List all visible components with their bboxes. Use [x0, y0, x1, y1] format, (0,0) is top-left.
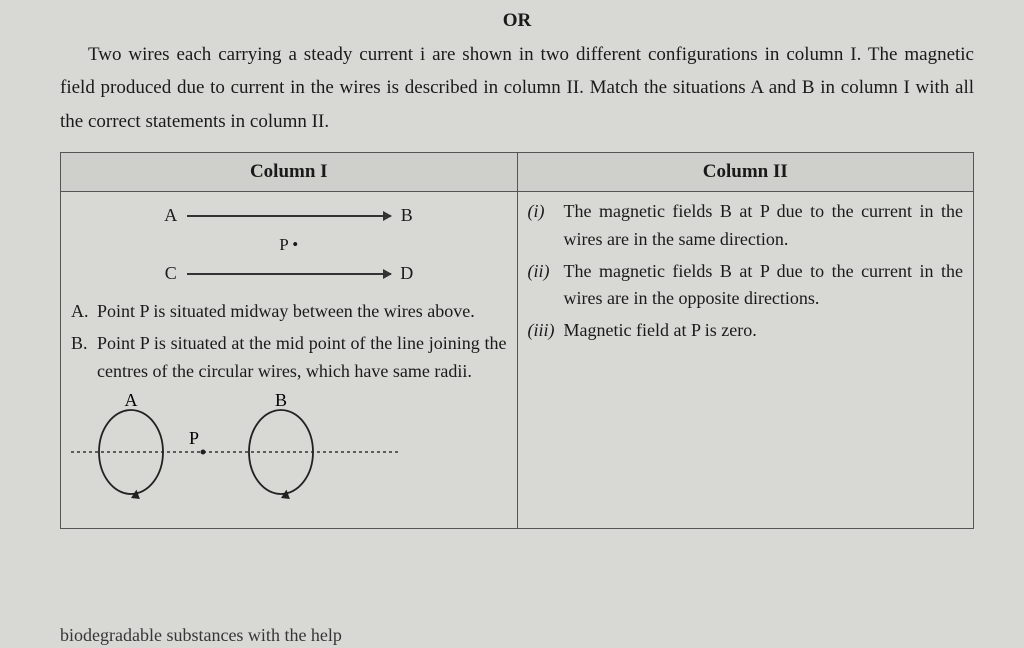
item-iii-text: Magnetic field at P is zero.	[564, 317, 964, 345]
wire-CD-arrow	[187, 273, 391, 275]
intro-paragraph: Two wires each carrying a steady current…	[60, 38, 974, 138]
column1-cell: A B P • C D A. Point P is situ	[61, 191, 518, 529]
loop-A-arrow-icon	[129, 489, 140, 501]
fig1-label-C: C	[159, 260, 183, 288]
item-i-num: (i)	[528, 198, 564, 254]
fig1-label-D: D	[395, 260, 419, 288]
cutoff-text: biodegradable substances with the help	[60, 625, 974, 646]
column1-header: Column I	[61, 152, 518, 191]
column1-item-A: A. Point P is situated midway between th…	[71, 298, 507, 326]
fig2-label-B: B	[275, 392, 287, 410]
fig2-point-P-dot	[201, 449, 206, 454]
fig1-point-P: P •	[159, 230, 419, 260]
item-i-text: The magnetic fields B at P due to the cu…	[564, 198, 964, 254]
circular-loops-figure: A B P	[71, 392, 411, 521]
column2-item-ii: (ii) The magnetic fields B at P due to t…	[528, 258, 964, 314]
item-ii-text: The magnetic fields B at P due to the cu…	[564, 258, 964, 314]
column2-item-iii: (iii) Magnetic field at P is zero.	[528, 317, 964, 345]
page-root: OR Two wires each carrying a steady curr…	[0, 0, 1024, 648]
column2-item-i: (i) The magnetic fields B at P due to th…	[528, 198, 964, 254]
item-B-letter: B.	[71, 330, 97, 386]
item-B-text: Point P is situated at the mid point of …	[97, 330, 507, 386]
item-iii-num: (iii)	[528, 317, 564, 345]
column2-cell: (i) The magnetic fields B at P due to th…	[517, 191, 974, 529]
fig1-label-A: A	[159, 202, 183, 230]
wire-AB-arrow	[187, 215, 391, 217]
fig2-label-P: P	[189, 428, 199, 448]
fig1-label-B: B	[395, 202, 419, 230]
item-ii-num: (ii)	[528, 258, 564, 314]
or-heading: OR	[60, 10, 974, 32]
column1-item-B: B. Point P is situated at the mid point …	[71, 330, 507, 386]
fig2-label-A: A	[125, 392, 138, 410]
item-A-text: Point P is situated midway between the w…	[97, 298, 507, 326]
match-table: Column I Column II A B P • C	[60, 152, 974, 530]
parallel-wires-figure: A B P • C D	[159, 202, 419, 288]
loops-svg: A B P	[71, 392, 411, 512]
column2-header: Column II	[517, 152, 974, 191]
loop-B-arrow-icon	[279, 489, 290, 501]
item-A-letter: A.	[71, 298, 97, 326]
